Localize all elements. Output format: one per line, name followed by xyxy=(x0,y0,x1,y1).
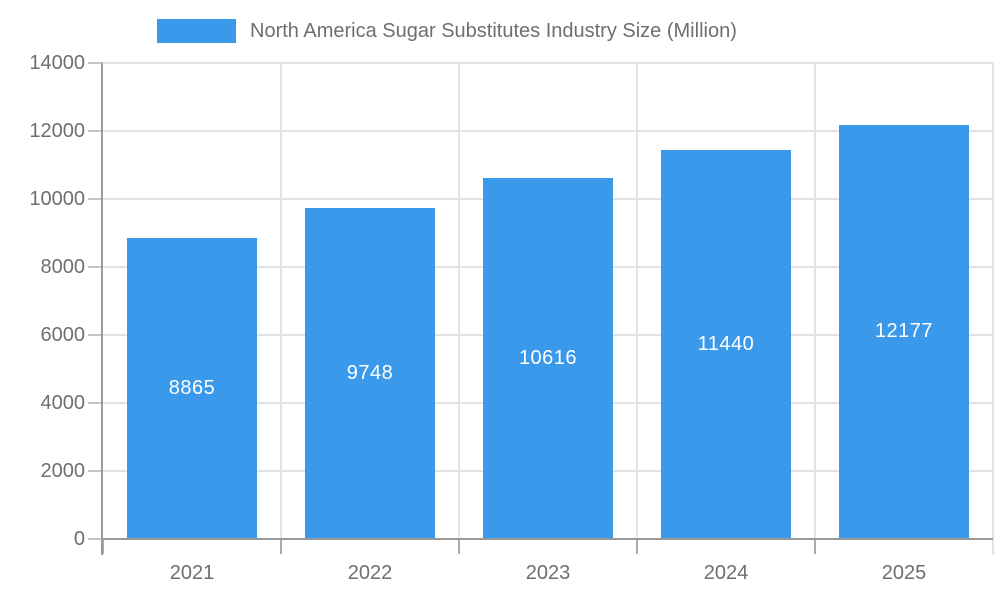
y-axis-tick xyxy=(88,470,103,472)
y-axis-label: 8000 xyxy=(40,256,86,278)
legend-swatch xyxy=(157,19,236,43)
y-axis-label: 2000 xyxy=(40,460,86,482)
y-axis-tick xyxy=(88,266,103,268)
y-axis-label: 0 xyxy=(73,528,85,550)
x-axis-label: 2025 xyxy=(881,562,927,584)
v-gridline xyxy=(992,63,994,539)
x-axis-tick xyxy=(636,539,638,554)
x-axis-tick xyxy=(814,539,816,554)
v-gridline xyxy=(458,63,460,539)
v-gridline xyxy=(636,63,638,539)
y-axis-tick xyxy=(88,62,103,64)
h-gridline xyxy=(103,130,993,132)
x-axis-tick xyxy=(280,539,282,554)
bar-value-label: 10616 xyxy=(518,347,578,370)
bar: 12177 xyxy=(839,124,969,539)
y-axis-tick xyxy=(88,198,103,200)
y-axis-label: 14000 xyxy=(29,52,85,74)
x-axis-tick xyxy=(102,539,104,554)
y-axis-label: 4000 xyxy=(40,392,86,414)
x-axis-line xyxy=(103,538,993,540)
v-gridline xyxy=(280,63,282,539)
bar-value-label: 11440 xyxy=(697,333,755,355)
chart-legend: North America Sugar Substitutes Industry… xyxy=(157,19,737,43)
y-axis-tick xyxy=(88,130,103,132)
v-gridline xyxy=(992,539,994,555)
bar: 11440 xyxy=(661,150,791,539)
x-axis-label: 2022 xyxy=(347,562,393,584)
bar-value-label: 12177 xyxy=(874,320,934,343)
bar: 8865 xyxy=(127,237,257,539)
y-axis-tick xyxy=(88,402,103,404)
legend-label: North America Sugar Substitutes Industry… xyxy=(250,19,737,42)
h-gridline xyxy=(103,62,993,64)
x-axis-label: 2021 xyxy=(169,562,215,584)
x-axis-label: 2023 xyxy=(525,562,571,584)
y-axis-label: 10000 xyxy=(29,188,85,210)
bar: 10616 xyxy=(483,178,613,539)
bar: 9748 xyxy=(305,207,435,539)
y-axis-line xyxy=(101,63,103,555)
y-axis-label: 6000 xyxy=(40,324,86,346)
x-axis-tick xyxy=(458,539,460,554)
bar-value-label: 8865 xyxy=(168,376,216,399)
y-axis-tick xyxy=(88,334,103,336)
y-axis-label: 12000 xyxy=(29,120,85,142)
bar-value-label: 9748 xyxy=(346,361,394,384)
x-axis-label: 2024 xyxy=(703,562,749,584)
v-gridline xyxy=(814,63,816,539)
y-axis-tick xyxy=(88,538,103,540)
